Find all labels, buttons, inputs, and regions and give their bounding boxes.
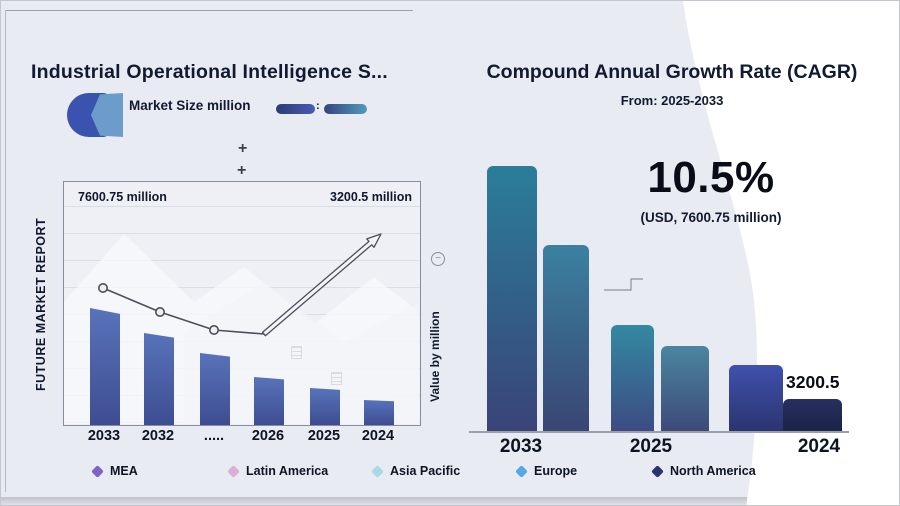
legend-label-latin-america: Latin America (246, 464, 329, 478)
bar-2025 (310, 388, 340, 425)
zoom-plus-icon[interactable]: + (238, 140, 248, 157)
window-icon-faint-2 (331, 372, 342, 385)
right-x-label-2025: 2025 (629, 436, 673, 457)
watermark-future-market-report: FUTURE MARKET REPORT (34, 217, 48, 391)
value-label-3200: 3200.5 million (330, 190, 412, 204)
bottom-edge-strip (1, 497, 899, 505)
left-chart-plot-area: 7600.75 million 3200.5 million (63, 181, 421, 426)
ratio-colon: : (316, 100, 320, 112)
cagr-basis: (USD, 7600.75 million) (640, 210, 782, 225)
cagr-bar-2033-a (487, 166, 537, 432)
cagr-bar-2024-a (729, 365, 783, 432)
zoom-minus-icon[interactable]: − (431, 252, 445, 266)
left-chart-title: Industrial Operational Intelligence S... (31, 61, 388, 83)
legend-label-europe: Europe (534, 464, 578, 478)
legend-label-mea: MEA (110, 464, 138, 478)
right-x-label-2033: 2033 (499, 436, 543, 457)
bar-ellipsis (200, 353, 230, 425)
europe-diamond-icon (515, 464, 528, 478)
bar-2024 (364, 400, 394, 425)
region-legend: MEA Latin America Asia Pacific Europe No… (1, 461, 899, 487)
legend-label-asia-pacific: Asia Pacific (390, 464, 461, 478)
market-size-icon (67, 92, 125, 138)
value-label-7600: 7600.75 million (78, 190, 167, 204)
frame-line-left (5, 10, 6, 492)
right-chart-subtitle: From: 2025-2033 (620, 93, 724, 108)
window-icon-faint-1 (291, 346, 302, 359)
legend-item-asia-pacific: Asia Pacific (371, 461, 461, 481)
legend-item-latin-america: Latin America (227, 461, 329, 481)
right-chart-title: Compound Annual Growth Rate (CAGR) (486, 61, 858, 83)
right-x-axis-line (469, 431, 849, 433)
cagr-percentage: 10.5% (647, 153, 775, 202)
asia-pacific-diamond-icon (371, 464, 384, 478)
x-label-2032: 2032 (141, 428, 175, 444)
cagr-bar-2024-b (783, 399, 842, 432)
background-blob (683, 1, 899, 505)
x-label-2026: 2026 (251, 428, 285, 444)
legend-item-north-america: North America (651, 461, 756, 481)
legend-item-europe: Europe (515, 461, 578, 481)
cagr-bar-2033-b (543, 245, 589, 432)
bar-2026 (254, 377, 284, 425)
legend-label-north-america: North America (670, 464, 756, 478)
frame-line-top (5, 10, 413, 11)
zoom-plus-icon-2[interactable]: + (237, 162, 247, 179)
cagr-bar-2025-a (611, 325, 654, 432)
x-label-2024: 2024 (361, 428, 395, 444)
north-america-diamond-icon (651, 464, 664, 478)
x-label-ellipsis: ..... (203, 428, 225, 444)
bar-2033 (90, 308, 120, 425)
right-x-label-2024: 2024 (797, 436, 841, 457)
legend-item-mea: MEA (91, 461, 138, 481)
cagr-bar-2025-b (661, 346, 709, 432)
bar-2032 (144, 333, 174, 425)
ratio-pill-left (276, 104, 315, 114)
mea-diamond-icon (91, 464, 104, 478)
trend-line-and-arrow (97, 233, 382, 337)
x-label-2033: 2033 (87, 428, 121, 444)
x-label-2025: 2025 (307, 428, 341, 444)
ratio-pill-right (324, 104, 367, 114)
step-bracket-icon (604, 278, 643, 291)
latin-america-diamond-icon (227, 464, 240, 478)
market-size-legend-label: Market Size million (129, 98, 251, 113)
annotation-3200: 3200.5 (786, 372, 840, 392)
y-axis-label: Value by million (428, 311, 442, 402)
